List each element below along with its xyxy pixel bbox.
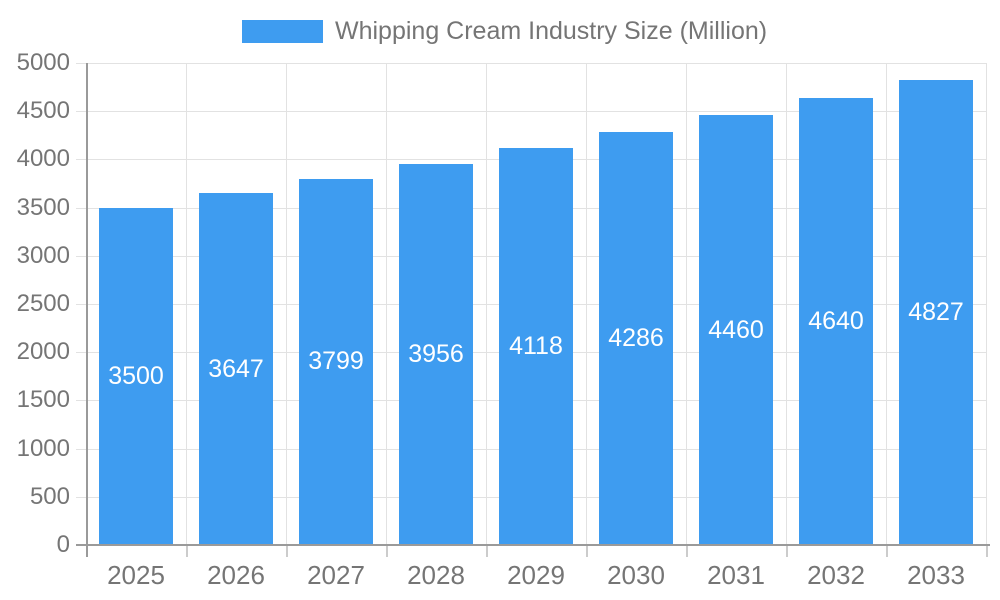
bar-value-label: 4118 <box>509 332 563 360</box>
bar-value-label: 4460 <box>708 315 764 344</box>
bar-2027[interactable]: 3799 <box>299 178 373 545</box>
x-gridline <box>886 63 887 545</box>
legend-item[interactable]: Whipping Cream Industry Size (Million) <box>242 17 767 46</box>
x-axis-tick-label: 2028 <box>407 560 465 590</box>
y-axis-tick-label: 1000 <box>16 434 70 462</box>
x-axis-tick-label: 2026 <box>207 560 265 590</box>
legend-label: Whipping Cream Industry Size (Million) <box>335 17 768 45</box>
x-axis-tick <box>586 545 588 557</box>
x-axis-tick-label: 2032 <box>807 560 865 590</box>
bar-value-label: 4827 <box>908 297 964 326</box>
x-axis-tick-label: 2033 <box>907 560 965 590</box>
bar-2028[interactable]: 3956 <box>399 163 473 545</box>
x-gridline <box>486 63 487 545</box>
x-axis-tick-label: 2030 <box>607 560 665 590</box>
x-axis-tick-label: 2027 <box>307 560 365 590</box>
x-axis-tick <box>386 545 388 557</box>
y-gridline <box>76 111 986 113</box>
x-gridline <box>986 63 987 545</box>
x-gridline <box>586 63 587 545</box>
x-axis-tick-label: 2031 <box>707 560 765 590</box>
y-axis-tick-label: 3000 <box>16 241 70 269</box>
bar-2025[interactable]: 3500 <box>99 207 173 545</box>
x-gridline <box>386 63 387 545</box>
bar-value-label: 4640 <box>808 306 864 335</box>
x-gridline <box>686 63 687 545</box>
x-axis-tick <box>886 545 888 557</box>
bar-2029[interactable]: 4118 <box>499 148 573 545</box>
bar-value-label: 4286 <box>608 323 664 352</box>
y-axis-tick-label: 4500 <box>16 97 70 125</box>
y-axis-tick-label: 500 <box>29 482 70 510</box>
x-axis-tick <box>186 545 188 557</box>
y-gridline <box>76 63 986 64</box>
y-axis-tick-label: 1500 <box>16 386 70 414</box>
bar-2030[interactable]: 4286 <box>599 131 673 545</box>
bar-value-label: 3799 <box>308 347 364 376</box>
bar-value-label: 3956 <box>408 339 464 368</box>
y-axis-tick-label: 3500 <box>16 193 70 221</box>
y-axis-line <box>86 63 88 557</box>
y-axis-tick-label: 5000 <box>16 49 70 76</box>
y-axis-tick-label: 2000 <box>16 338 70 366</box>
bar-2033[interactable]: 4827 <box>899 79 973 545</box>
x-axis-tick-label: 2025 <box>107 560 165 590</box>
x-gridline <box>186 63 187 545</box>
x-gridline <box>286 63 287 545</box>
y-axis-tick-label: 4000 <box>16 145 70 173</box>
x-axis-tick <box>986 545 988 557</box>
y-axis-tick-label: 0 <box>56 531 70 558</box>
x-gridline <box>786 63 787 545</box>
bar-value-label: 3500 <box>108 361 164 390</box>
bar-value-label: 3647 <box>208 354 264 383</box>
bar-2026[interactable]: 3647 <box>199 193 273 545</box>
x-axis-tick <box>686 545 688 557</box>
x-axis-tick <box>286 545 288 557</box>
legend-swatch <box>242 20 323 43</box>
x-axis-tick-label: 2029 <box>507 560 565 590</box>
x-axis-baseline <box>76 544 990 546</box>
bar-2032[interactable]: 4640 <box>799 97 873 545</box>
x-axis-tick <box>486 545 488 557</box>
bar-2031[interactable]: 4460 <box>699 115 773 545</box>
y-axis-tick-label: 2500 <box>16 290 70 317</box>
x-axis-tick <box>786 545 788 557</box>
